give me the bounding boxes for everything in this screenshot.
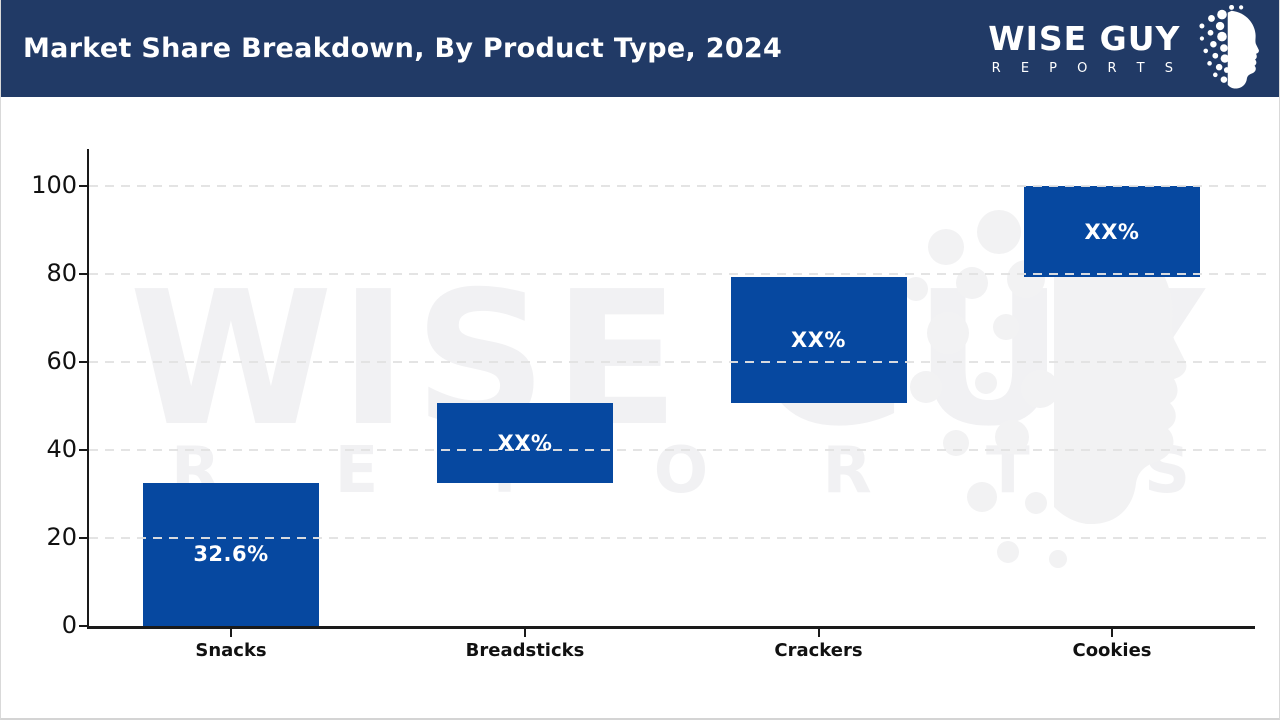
wiseguy-logo: WISE GUY R E P O R T S	[988, 4, 1261, 93]
y-tick-label-20: 20	[46, 523, 77, 551]
y-tick-60	[79, 361, 87, 363]
y-tick-20	[79, 537, 87, 539]
x-tick-crackers	[817, 629, 820, 637]
waterfall-bar-cookies	[1024, 186, 1200, 278]
x-category-label-crackers: Crackers	[774, 640, 863, 661]
plot-area: 32.6% XX% XX% XX% 0 20 40 60 80 100 Snacks Breadsti…	[1, 97, 1279, 718]
y-tick-0	[79, 625, 87, 627]
gridline-80	[89, 273, 1271, 275]
waterfall-bar-crackers	[730, 277, 907, 403]
x-category-label-snacks: Snacks	[195, 640, 267, 661]
gridline-100	[89, 185, 1271, 187]
y-tick-label-80: 80	[46, 259, 77, 287]
y-tick-label-60: 60	[46, 347, 77, 375]
bar-value-label: XX%	[791, 327, 846, 352]
logo-subtitle: R E P O R T S	[991, 60, 1181, 76]
y-tick-label-0: 0	[61, 611, 77, 639]
bar-value-label: XX%	[497, 430, 553, 455]
chart-canvas: WISE GUY R E P O R T S 32.6% XX% XX% XX% 0 20…	[1, 97, 1279, 718]
waterfall-bar-breadsticks	[437, 402, 613, 483]
bar-value-label: XX%	[1084, 219, 1140, 244]
x-category-label-breadsticks: Breadsticks	[465, 640, 585, 661]
x-axis-spine	[87, 626, 1255, 629]
logo-wordmark: WISE GUY	[988, 18, 1181, 58]
x-tick-snacks	[230, 629, 232, 637]
y-tick-80	[79, 273, 87, 275]
y-tick-label-100: 100	[31, 171, 77, 199]
waterfall-bar-snacks	[143, 482, 319, 626]
y-tick-40	[79, 449, 87, 451]
x-category-label-cookies: Cookies	[1072, 640, 1152, 661]
chart-title: Market Share Breakdown, By Product Type,…	[23, 33, 783, 64]
x-tick-cookies	[1111, 629, 1113, 637]
x-tick-breadsticks	[524, 629, 526, 637]
logo-face-icon	[1199, 4, 1259, 89]
gridline-60	[89, 361, 1271, 363]
y-tick-label-40: 40	[46, 435, 77, 463]
y-axis-spine	[87, 149, 89, 629]
logo-text: WISE GUY R E P O R T S	[988, 22, 1181, 76]
header-banner: Market Share Breakdown, By Product Type,…	[1, 0, 1279, 97]
gridline-20	[89, 537, 1271, 539]
y-tick-100	[79, 185, 87, 187]
bar-value-label: 32.6%	[193, 542, 269, 567]
gridline-40	[89, 449, 1271, 451]
